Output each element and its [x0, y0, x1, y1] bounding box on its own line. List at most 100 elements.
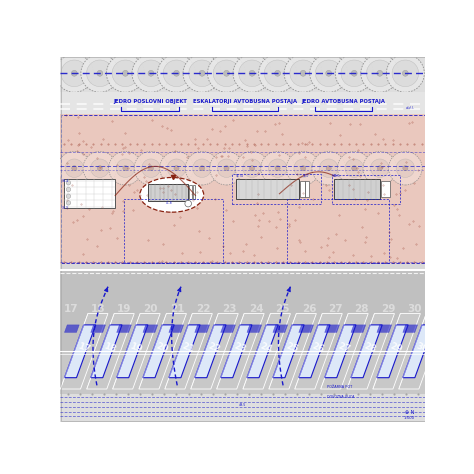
Text: 1:500: 1:500 [403, 416, 414, 420]
Circle shape [193, 159, 211, 177]
Circle shape [233, 55, 271, 92]
FancyBboxPatch shape [61, 57, 425, 114]
FancyBboxPatch shape [192, 185, 195, 199]
Polygon shape [377, 325, 408, 378]
Circle shape [66, 194, 71, 199]
Text: JEDRO POSLOVNI OBJEKT: JEDRO POSLOVNI OBJEKT [113, 100, 187, 104]
Polygon shape [321, 314, 368, 389]
Circle shape [351, 70, 357, 76]
Circle shape [213, 60, 240, 87]
Circle shape [185, 151, 219, 185]
Circle shape [235, 151, 269, 185]
Text: ESKALATORJI AVTOBUSNA POSTAJA: ESKALATORJI AVTOBUSNA POSTAJA [193, 100, 297, 104]
Circle shape [112, 60, 139, 87]
Circle shape [310, 55, 347, 92]
FancyBboxPatch shape [61, 92, 425, 114]
Polygon shape [373, 314, 420, 389]
Polygon shape [91, 325, 106, 332]
Circle shape [66, 181, 71, 185]
Circle shape [341, 60, 367, 87]
Circle shape [185, 201, 191, 207]
Polygon shape [351, 325, 382, 378]
Circle shape [389, 151, 422, 185]
Circle shape [402, 70, 408, 76]
Circle shape [249, 165, 255, 171]
Text: JEDRO AVTOBUSNA POSTAJA: JEDRO AVTOBUSNA POSTAJA [301, 100, 385, 104]
Text: 17: 17 [64, 304, 79, 314]
Circle shape [97, 70, 103, 76]
Polygon shape [325, 325, 356, 378]
Circle shape [249, 70, 255, 76]
Circle shape [183, 55, 221, 92]
Text: 41.8: 41.8 [166, 201, 173, 205]
Text: 29: 29 [381, 304, 395, 314]
Text: POŽARNA POT: POŽARNA POT [327, 385, 352, 389]
Circle shape [319, 159, 338, 177]
FancyBboxPatch shape [61, 92, 425, 114]
Circle shape [239, 60, 265, 87]
Polygon shape [117, 325, 131, 332]
Text: 24: 24 [259, 341, 273, 354]
Circle shape [268, 159, 287, 177]
Polygon shape [195, 325, 210, 332]
Text: 24: 24 [249, 304, 264, 314]
Circle shape [224, 70, 229, 76]
Circle shape [173, 70, 180, 76]
Text: 18: 18 [102, 341, 117, 354]
Text: 38.5: 38.5 [303, 174, 309, 178]
Circle shape [396, 159, 415, 177]
Text: 49.5: 49.5 [239, 403, 246, 407]
Polygon shape [299, 325, 330, 378]
Polygon shape [221, 325, 252, 378]
Text: 36.5: 36.5 [334, 174, 340, 178]
Circle shape [326, 165, 331, 171]
Polygon shape [221, 325, 236, 332]
Polygon shape [325, 325, 339, 332]
Circle shape [361, 55, 399, 92]
Polygon shape [113, 314, 160, 389]
Polygon shape [87, 314, 134, 389]
Circle shape [392, 60, 419, 87]
Polygon shape [195, 325, 226, 378]
Circle shape [337, 151, 371, 185]
Circle shape [65, 159, 83, 177]
FancyBboxPatch shape [305, 181, 309, 197]
Circle shape [123, 165, 128, 171]
Text: 21: 21 [170, 304, 184, 314]
Circle shape [122, 70, 128, 76]
Polygon shape [273, 325, 304, 378]
Circle shape [189, 60, 215, 87]
Circle shape [200, 165, 205, 171]
Circle shape [386, 55, 424, 92]
Circle shape [217, 159, 236, 177]
Polygon shape [165, 314, 212, 389]
Polygon shape [217, 314, 264, 389]
Circle shape [274, 70, 281, 76]
Polygon shape [243, 314, 291, 389]
Circle shape [55, 55, 93, 92]
Text: 19: 19 [117, 304, 131, 314]
Polygon shape [61, 314, 108, 389]
Polygon shape [169, 325, 183, 332]
Circle shape [224, 165, 229, 171]
Text: 28: 28 [355, 304, 369, 314]
Circle shape [142, 159, 160, 177]
Circle shape [160, 151, 193, 185]
Circle shape [66, 187, 71, 191]
Polygon shape [247, 325, 262, 332]
Circle shape [66, 201, 71, 205]
Circle shape [132, 55, 170, 92]
Polygon shape [273, 325, 288, 332]
FancyBboxPatch shape [61, 114, 425, 264]
Text: 28: 28 [363, 341, 377, 354]
Circle shape [167, 159, 186, 177]
Circle shape [275, 165, 280, 171]
Polygon shape [247, 325, 278, 378]
Circle shape [243, 159, 261, 177]
Text: ⊕ N: ⊕ N [405, 410, 414, 415]
Circle shape [403, 165, 408, 171]
Text: 20: 20 [143, 304, 158, 314]
Circle shape [377, 70, 383, 76]
FancyBboxPatch shape [61, 270, 425, 351]
FancyBboxPatch shape [148, 183, 188, 201]
